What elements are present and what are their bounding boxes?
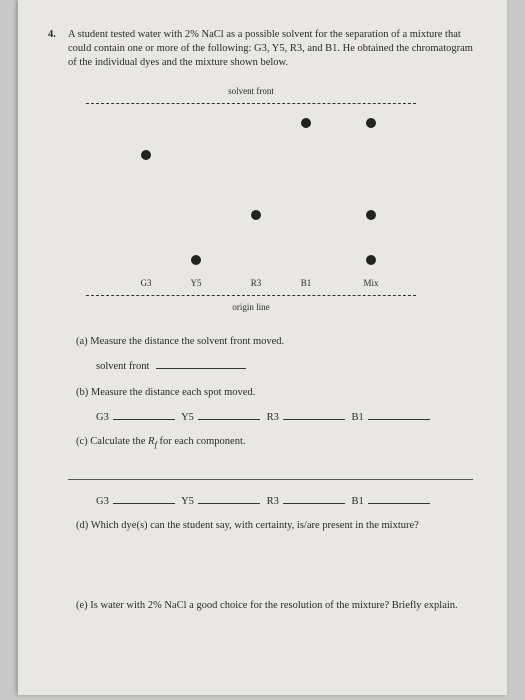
label-b1-c: B1 [351, 496, 363, 507]
part-d-text: Which dye(s) can the student say, with c… [91, 520, 419, 531]
blank-b-y5[interactable] [198, 410, 260, 420]
label-b1: B1 [351, 412, 363, 423]
chromatogram-spot [191, 255, 201, 265]
chromatogram: solvent front origin line G3 Y5 R3 B1 Mix [86, 85, 416, 315]
blank-b-b1[interactable] [368, 410, 430, 420]
part-c: (c) Calculate the Rf for each component. [76, 435, 473, 451]
label-y5-c: Y5 [181, 496, 194, 507]
part-e-tag: (e) [76, 600, 88, 611]
solvent-front-label: solvent front [228, 85, 274, 97]
chromatogram-spot [301, 118, 311, 128]
label-y5: Y5 [181, 412, 194, 423]
blank-c-b1[interactable] [368, 494, 430, 504]
solvent-front-line-label: solvent front [96, 361, 149, 372]
question-text: A student tested water with 2% NaCl as a… [68, 28, 473, 71]
blank-c-g3[interactable] [113, 494, 175, 504]
chromatogram-spot [141, 150, 151, 160]
column-label: Mix [363, 277, 378, 289]
chromatogram-spot [251, 210, 261, 220]
chromatogram-spot [366, 118, 376, 128]
blank-solvent-front[interactable] [156, 359, 246, 369]
part-c-pre: Calculate the [90, 436, 148, 447]
label-g3-c: G3 [96, 496, 109, 507]
blank-b-g3[interactable] [113, 410, 175, 420]
label-g3: G3 [96, 412, 109, 423]
part-a-tag: (a) [76, 336, 88, 347]
part-c-tag: (c) [76, 436, 88, 447]
part-a: (a) Measure the distance the solvent fro… [76, 335, 473, 349]
part-c-post: for each component. [157, 436, 246, 447]
worksheet-page: 4. A student tested water with 2% NaCl a… [18, 0, 507, 695]
column-label: Y5 [191, 277, 202, 289]
chromatogram-spot [366, 210, 376, 220]
chromatogram-spot [366, 255, 376, 265]
column-label: G3 [141, 277, 152, 289]
question-number: 4. [48, 28, 56, 42]
column-label: R3 [251, 277, 262, 289]
part-e-text: Is water with 2% NaCl a good choice for … [90, 600, 457, 611]
solvent-front-line [86, 103, 416, 104]
blank-c-r3[interactable] [283, 494, 345, 504]
part-b-tag: (b) [76, 387, 88, 398]
label-r3-c: R3 [267, 496, 279, 507]
part-d: (d) Which dye(s) can the student say, wi… [76, 519, 473, 533]
origin-line-label: origin line [232, 301, 269, 313]
part-e: (e) Is water with 2% NaCl a good choice … [76, 599, 473, 613]
origin-line [86, 295, 416, 296]
solvent-front-blank-row: solvent front [96, 359, 473, 374]
part-a-text: Measure the distance the solvent front m… [90, 336, 284, 347]
divider [68, 479, 473, 480]
blank-b-r3[interactable] [283, 410, 345, 420]
label-r3: R3 [267, 412, 279, 423]
column-label: B1 [301, 277, 312, 289]
part-b: (b) Measure the distance each spot moved… [76, 386, 473, 400]
part-d-tag: (d) [76, 520, 88, 531]
blank-c-y5[interactable] [198, 494, 260, 504]
part-c-blanks: G3 Y5 R3 B1 [96, 494, 473, 509]
part-b-blanks: G3 Y5 R3 B1 [96, 410, 473, 425]
part-b-text: Measure the distance each spot moved. [91, 387, 255, 398]
